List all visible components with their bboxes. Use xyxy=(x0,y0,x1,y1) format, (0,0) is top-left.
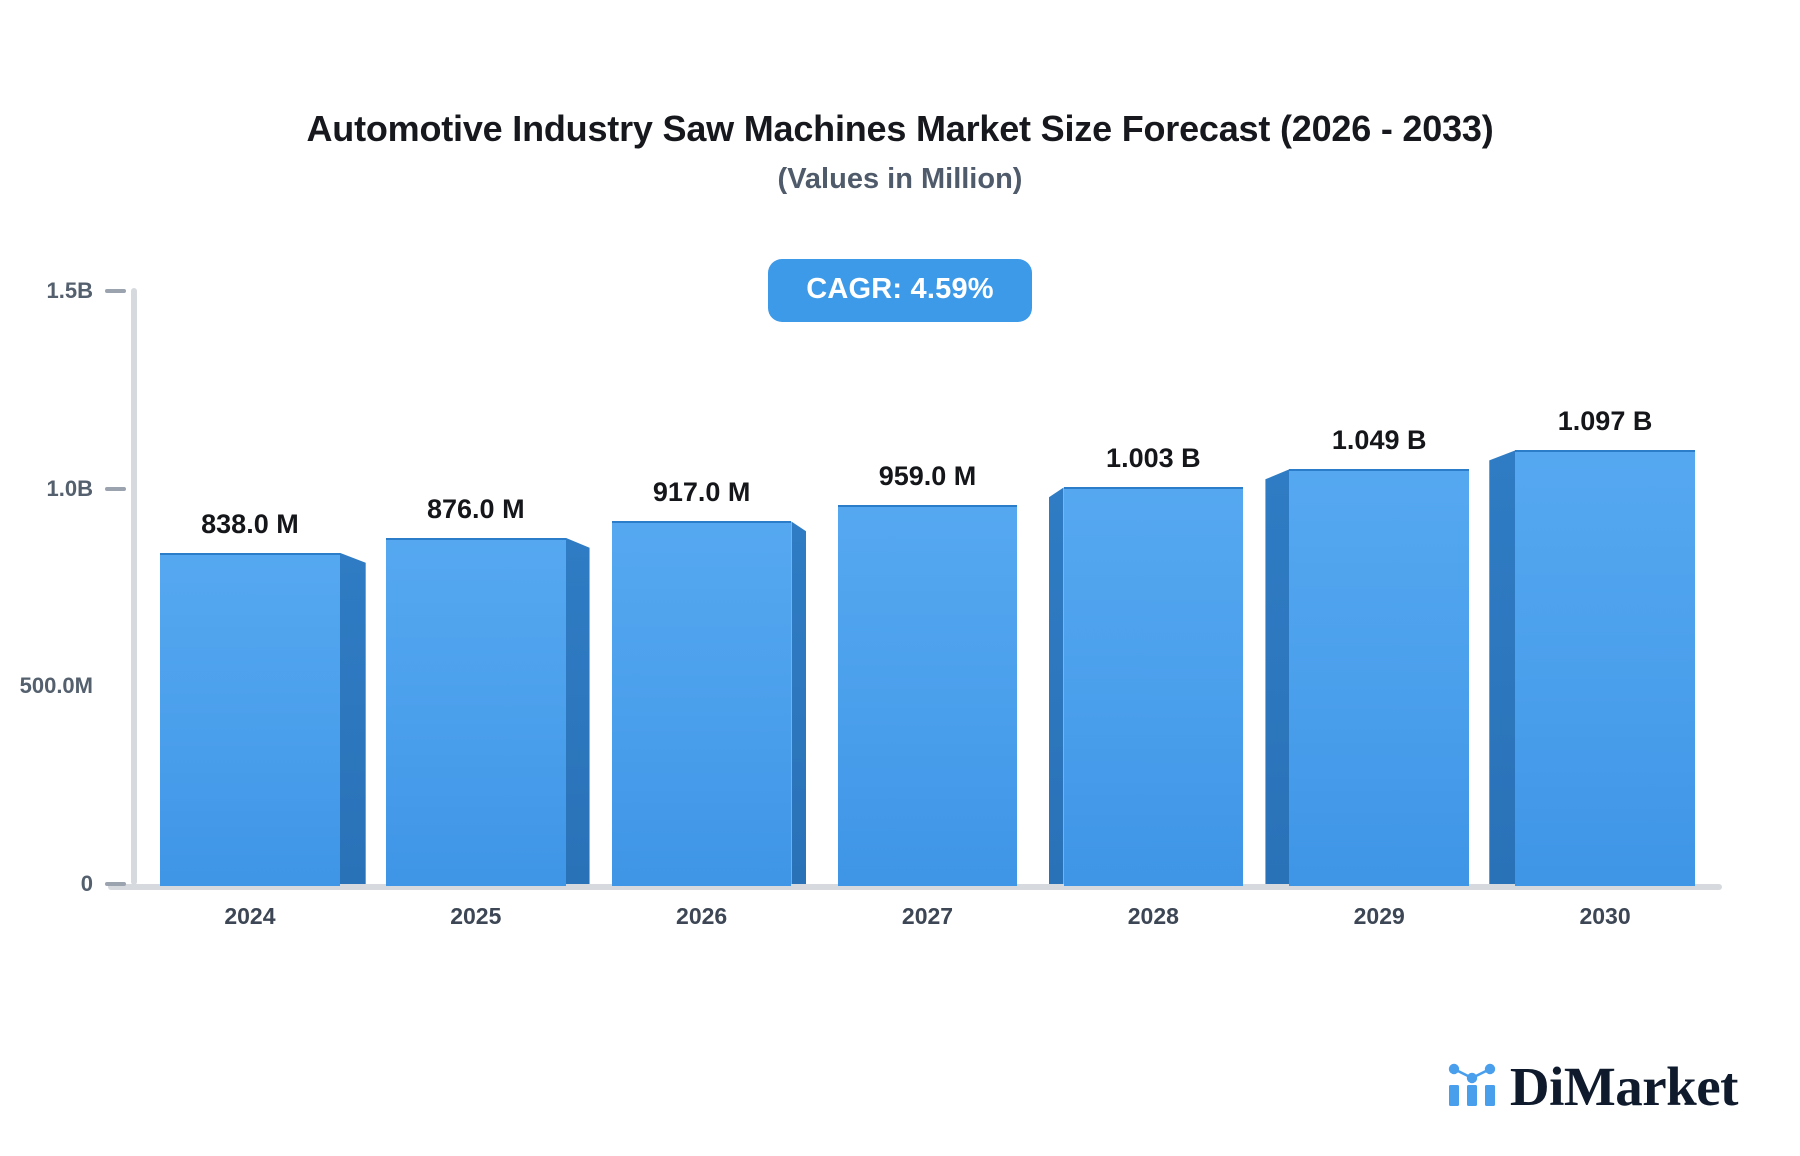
y-tick-label: 1.0B xyxy=(46,475,93,501)
bar-value-label-2024: 838.0 M xyxy=(201,508,299,539)
bar-value-label-2030: 1.097 B xyxy=(1557,406,1653,437)
y-tick-label: 1.5B xyxy=(46,278,93,303)
bar-value-label-2027: 959.0 M xyxy=(878,460,977,491)
bar-front-face xyxy=(386,537,566,886)
bar-side-face xyxy=(1048,487,1064,884)
brand-logo: DiMarket xyxy=(1446,1056,1739,1117)
bar-side-face xyxy=(791,521,807,884)
bar-2030[interactable] xyxy=(1489,450,1695,886)
y-tick-dash xyxy=(105,882,126,886)
x-tick-label-2024: 2024 xyxy=(224,903,276,929)
bar-chart-dots-icon xyxy=(1446,1059,1498,1114)
bar-front-face xyxy=(1289,469,1469,886)
x-tick-label-2029: 2029 xyxy=(1353,903,1405,929)
bar-2024[interactable] xyxy=(160,552,366,886)
bar-front-face xyxy=(611,521,792,886)
y-tick-label: 500.0M xyxy=(19,673,93,699)
brand-name: DiMarket xyxy=(1509,1056,1739,1117)
x-tick-label-2025: 2025 xyxy=(450,903,502,929)
bar-2025[interactable] xyxy=(386,537,590,886)
bar-value-label-2026: 917.0 M xyxy=(652,477,751,508)
bar-2026[interactable] xyxy=(611,521,807,886)
bar-2029[interactable] xyxy=(1265,469,1469,886)
bar-value-label-2025: 876.0 M xyxy=(427,493,525,524)
bar-2027[interactable] xyxy=(837,504,1018,886)
x-tick-label-2027: 2027 xyxy=(901,903,954,929)
bar-value-label-2029: 1.049 B xyxy=(1331,425,1427,456)
bar-side-face xyxy=(1489,450,1516,884)
bar-front-face xyxy=(160,552,340,886)
bar-side-face xyxy=(565,537,590,884)
bar-2028[interactable] xyxy=(1048,487,1244,886)
y-tick-label: 0 xyxy=(80,871,93,896)
x-tick-label-2030: 2030 xyxy=(1579,903,1631,929)
chart-header: Automotive Industry Saw Machines Market … xyxy=(0,108,1800,197)
chart-subtitle: (Values in Million) xyxy=(777,163,1023,196)
x-tick-label-2026: 2026 xyxy=(676,903,728,929)
bar-front-face xyxy=(1063,487,1244,886)
y-tick-dash xyxy=(105,289,126,293)
y-axis-line xyxy=(131,288,137,885)
page-title: Automotive Industry Saw Machines Market … xyxy=(306,108,1494,149)
bar-front-face xyxy=(1515,450,1695,886)
bar-side-face xyxy=(339,552,366,884)
x-axis-line xyxy=(108,884,1722,890)
bar-value-label-2028: 1.003 B xyxy=(1106,443,1201,474)
bar-front-face xyxy=(837,504,1018,886)
bar-side-face xyxy=(1265,469,1290,884)
y-tick-dash xyxy=(105,486,126,491)
x-tick-label-2028: 2028 xyxy=(1127,903,1179,929)
